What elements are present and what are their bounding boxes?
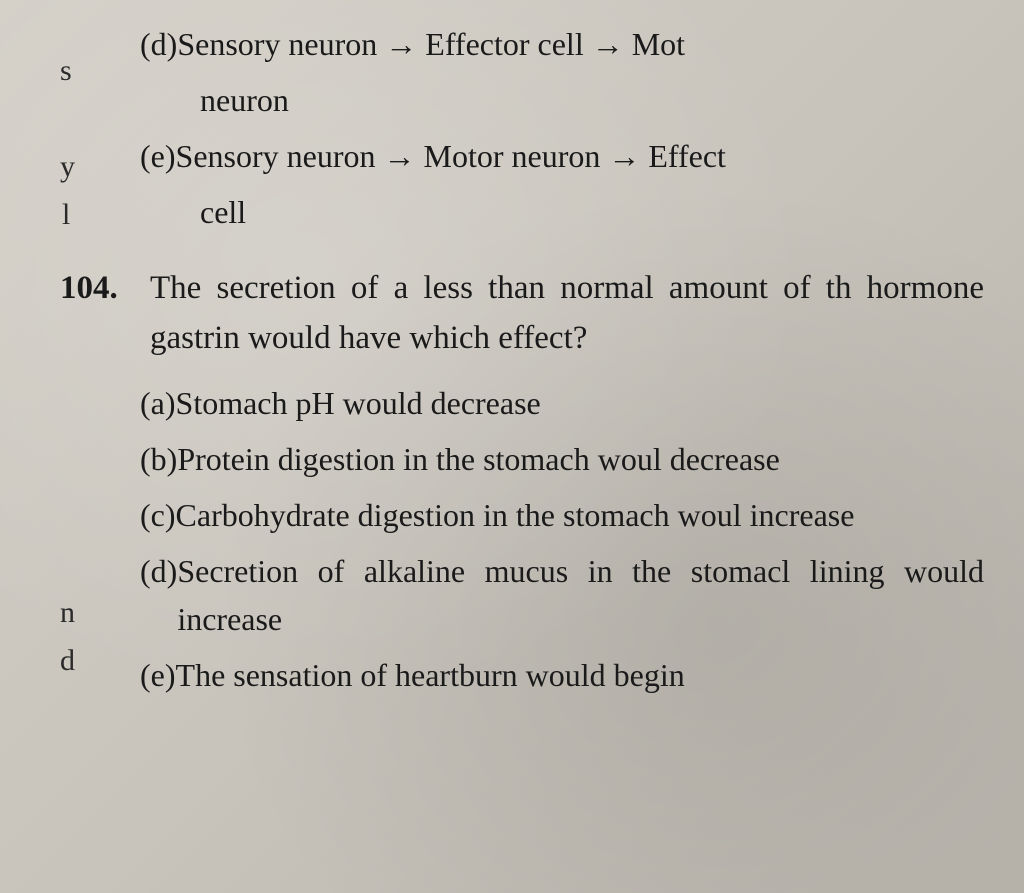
option-text: Sensory neuron → Motor neuron → Effect [176, 132, 994, 180]
option-text: Stomach pH would decrease [176, 379, 994, 427]
question-104: 104. The secretion of a less than normal… [60, 264, 994, 363]
question-text: The secretion of a less than normal amou… [150, 264, 994, 363]
q103-option-e-cont: cell [60, 188, 994, 236]
q103-option-e: (e) Sensory neuron → Motor neuron → Effe… [60, 132, 994, 180]
option-letter: (c) [60, 491, 176, 539]
margin-letter-l: l [62, 198, 70, 232]
q104-option-b: (b) Protein digestion in the stomach wou… [60, 435, 994, 483]
option-letter: (e) [60, 651, 176, 699]
question-number: 104. [60, 264, 150, 314]
option-text: Carbohydrate digestion in the stomach wo… [176, 491, 994, 539]
q104-option-e: (e) The sensation of heartburn would beg… [60, 651, 994, 699]
option-letter: (e) [60, 132, 176, 180]
option-letter: (d) [60, 20, 177, 68]
option-text: Protein digestion in the stomach woul de… [177, 435, 994, 483]
option-letter: (b) [60, 435, 177, 483]
page-content: s y l n d (d) Sensory neuron → Effector … [60, 20, 994, 699]
margin-letter-n: n [60, 596, 75, 630]
option-text: The sensation of heartburn would begin [176, 651, 994, 699]
q103-option-d: (d) Sensory neuron → Effector cell → Mot [60, 20, 994, 68]
margin-letter-d: d [60, 644, 75, 678]
option-letter: (a) [60, 379, 176, 427]
option-letter: (d) [60, 547, 177, 595]
q103-option-d-cont: neuron [60, 76, 994, 124]
q104-option-a: (a) Stomach pH would decrease [60, 379, 994, 427]
margin-letter-y: y [60, 150, 75, 184]
option-text: Secretion of alkaline mucus in the stoma… [177, 547, 994, 643]
option-text: Sensory neuron → Effector cell → Mot [177, 20, 994, 68]
margin-letter-s: s [60, 54, 72, 88]
q104-option-d: (d) Secretion of alkaline mucus in the s… [60, 547, 994, 643]
q104-option-c: (c) Carbohydrate digestion in the stomac… [60, 491, 994, 539]
